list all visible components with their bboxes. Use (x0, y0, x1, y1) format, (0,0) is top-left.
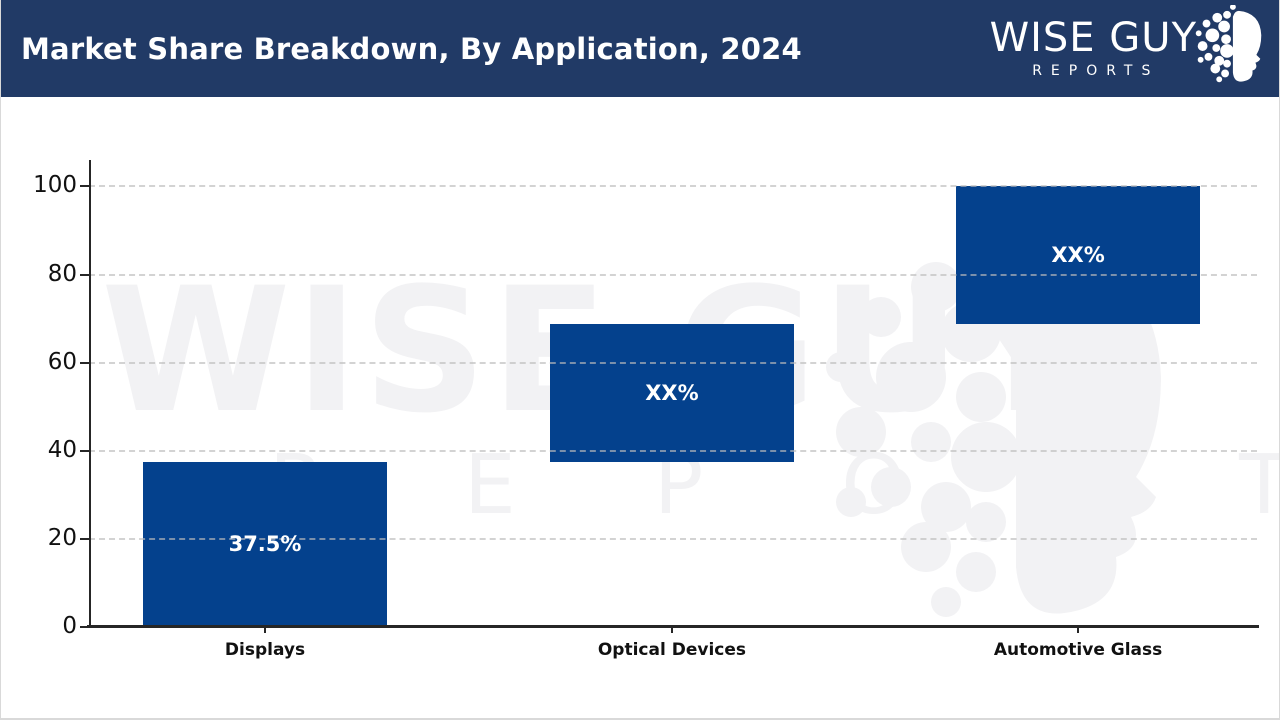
bar-automotive-glass (956, 186, 1201, 324)
y-tick-mark (80, 185, 89, 188)
y-axis-tick-label: 100 (33, 172, 77, 199)
bar-optical-devices (549, 323, 794, 462)
chart-title: Market Share Breakdown, By Application, … (21, 31, 802, 66)
logo-subtitle: REPORTS (1032, 63, 1160, 79)
bar-value-label: XX% (645, 380, 699, 405)
x-tick-mark (264, 627, 267, 633)
y-axis-line (89, 160, 91, 627)
header: Market Share Breakdown, By Application, … (1, 0, 1279, 97)
x-axis-line (87, 625, 1259, 628)
wise-guy-reports-logo: WISE GUY REPORTS (990, 4, 1269, 93)
chart-area: WISE GUY R E P O R T S 02040608010037.5%… (1, 97, 1279, 718)
y-axis-tick-label: 60 (47, 348, 77, 375)
y-axis-tick-label: 0 (62, 613, 77, 639)
gridline (89, 273, 1257, 276)
bar-value-label: 37.5% (228, 532, 302, 557)
y-tick-mark (80, 273, 89, 276)
logo-text: WISE GUY REPORTS (990, 18, 1197, 79)
y-axis-tick-label: 40 (47, 436, 77, 463)
logo-wordmark: WISE GUY (989, 15, 1197, 61)
head-profile-dots-icon (1195, 4, 1262, 82)
y-axis-tick-label: 20 (47, 524, 77, 551)
watermark-head-profile-icon (826, 252, 1161, 617)
x-tick-mark (1077, 627, 1080, 633)
gridline (89, 449, 1257, 452)
x-axis-category-label: Displays (224, 640, 306, 660)
gridline (89, 361, 1257, 364)
y-tick-mark (80, 537, 89, 540)
plot-area: 0 20 40 60 80 100 37.5% XX% XX% Displays Optical D… (33, 160, 1259, 660)
x-axis-category-label: Optical Devices (597, 640, 747, 660)
y-tick-mark (80, 449, 89, 452)
y-axis-tick-label: 80 (47, 260, 77, 287)
x-axis-category-label: Automotive Glass (993, 640, 1163, 660)
y-tick-mark (80, 626, 89, 628)
bar-value-label: XX% (1051, 243, 1105, 268)
gridline (89, 185, 1257, 188)
x-tick-mark (670, 627, 673, 633)
bar-displays (143, 461, 388, 627)
gridline (89, 537, 1257, 540)
y-tick-mark (80, 361, 89, 364)
